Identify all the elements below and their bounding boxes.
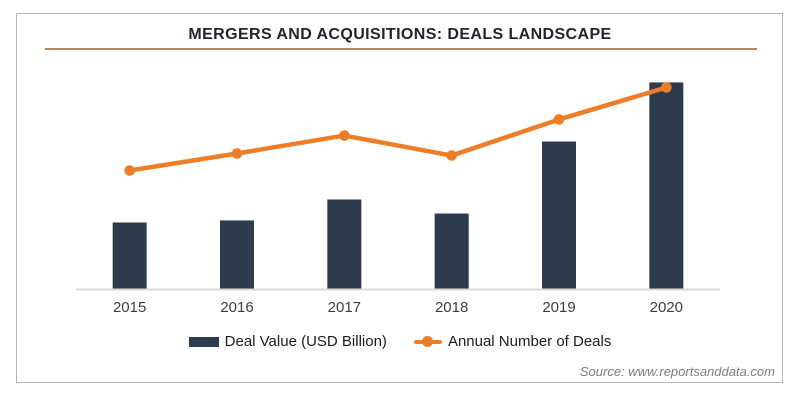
bar-series-swatch-icon	[188, 336, 219, 347]
title-underline-rule	[45, 48, 757, 50]
chart-title: MERGERS AND ACQUISITIONS: DEALS LANDSCAP…	[188, 26, 612, 43]
legend-item-annual-deals: Annual Number of Deals	[413, 333, 612, 350]
line-point-2016	[231, 148, 243, 159]
source-attribution: Source: www.reportsanddata.com	[579, 364, 775, 379]
chart-legend: Deal Value (USD Billion) Annual Number o…	[0, 333, 800, 350]
line-series-dot	[422, 336, 434, 347]
bar-2020	[649, 82, 684, 289]
bar-2015	[112, 222, 147, 289]
line-series-marker-icon	[413, 336, 442, 348]
line-point-2015	[124, 165, 135, 176]
bar-2019	[542, 141, 576, 289]
bar-2017	[327, 199, 362, 289]
deals-line	[127, 85, 669, 173]
line-point-2019	[553, 114, 565, 125]
legend-label-annual-deals: Annual Number of Deals	[447, 333, 612, 350]
line-point-2017	[339, 130, 350, 141]
legend-label-deal-value: Deal Value (USD Billion)	[224, 333, 387, 350]
bar-2018	[434, 213, 469, 289]
line-point-2018	[446, 150, 457, 161]
line-point-2020	[661, 82, 672, 93]
legend-item-deal-value: Deal Value (USD Billion)	[188, 333, 387, 350]
bar-2016	[220, 220, 254, 289]
